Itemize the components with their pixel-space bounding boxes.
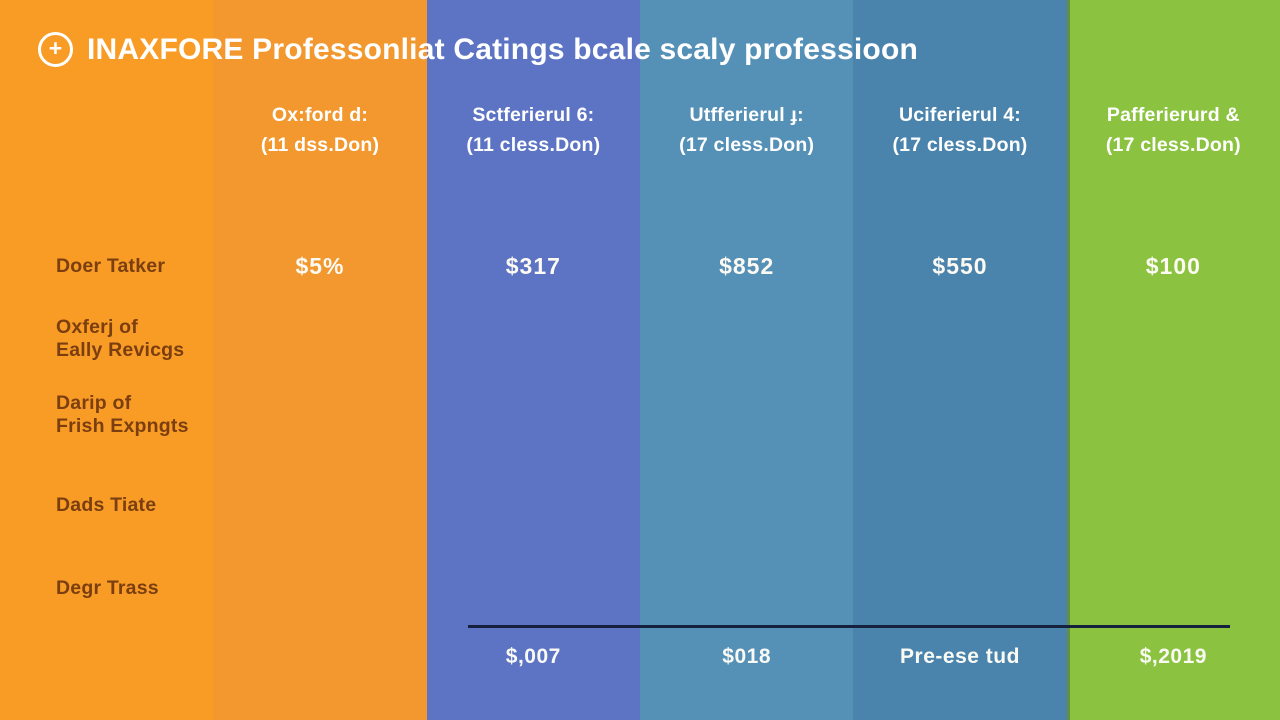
column-header-oxford: Ox:ford d: (11 dss.Don)	[260, 104, 380, 156]
page-title: INAXFORE Professonliat Catings bcale sca…	[87, 32, 919, 66]
row-label-dads-tiate: Dads Tiate	[56, 494, 157, 516]
row-label-doer-tatker: Doer Tatker	[56, 255, 166, 277]
totals-divider-line	[468, 625, 1230, 628]
price-oxford: $5%	[295, 253, 345, 279]
column-bg-utfferierul	[640, 0, 854, 720]
price-sctferierul: $317	[505, 253, 561, 279]
column-header-sctferierul: Sctferierul 6: (11 cless.Don)	[466, 104, 601, 156]
price-pafferierurd: $100	[1145, 253, 1201, 279]
title-bar: + INAXFORE Professonliat Catings bcale s…	[38, 32, 918, 67]
price-utfferierul: $852	[719, 253, 775, 279]
column-bg-pafferierurd	[1066, 0, 1280, 720]
labels-column-bg	[0, 0, 214, 720]
column-bg-oxford	[213, 0, 427, 720]
column-bg-uciferierul	[853, 0, 1067, 720]
column-header-pafferierurd: Pafferierurd & (17 cless.Don)	[1105, 104, 1241, 156]
footer-total-uciferierul: Pre-ese tud	[900, 645, 1020, 668]
price-uciferierul: $550	[932, 253, 988, 279]
footer-total-utfferierul: $018	[722, 645, 772, 668]
row-label-degr-trass: Degr Trass	[56, 577, 159, 599]
row-label-oxferj-of-eally-revicgs: Oxferj of Eally Revicgs	[56, 316, 185, 361]
column-header-uciferierul: Uciferierul 4: (17 cless.Don)	[892, 104, 1028, 156]
column-bg-sctferierul	[426, 0, 640, 720]
row-label-darip-of-frish-expngts: Darip of Frish Expngts	[56, 392, 189, 437]
circle-plus-icon: +	[38, 32, 73, 67]
plus-glyph: +	[48, 35, 63, 61]
column-header-utfferierul: Utfferierul ɟ: (17 cless.Don)	[679, 104, 815, 156]
footer-total-pafferierurd: $,2019	[1139, 645, 1207, 668]
footer-total-sctferierul: $,007	[505, 645, 561, 668]
